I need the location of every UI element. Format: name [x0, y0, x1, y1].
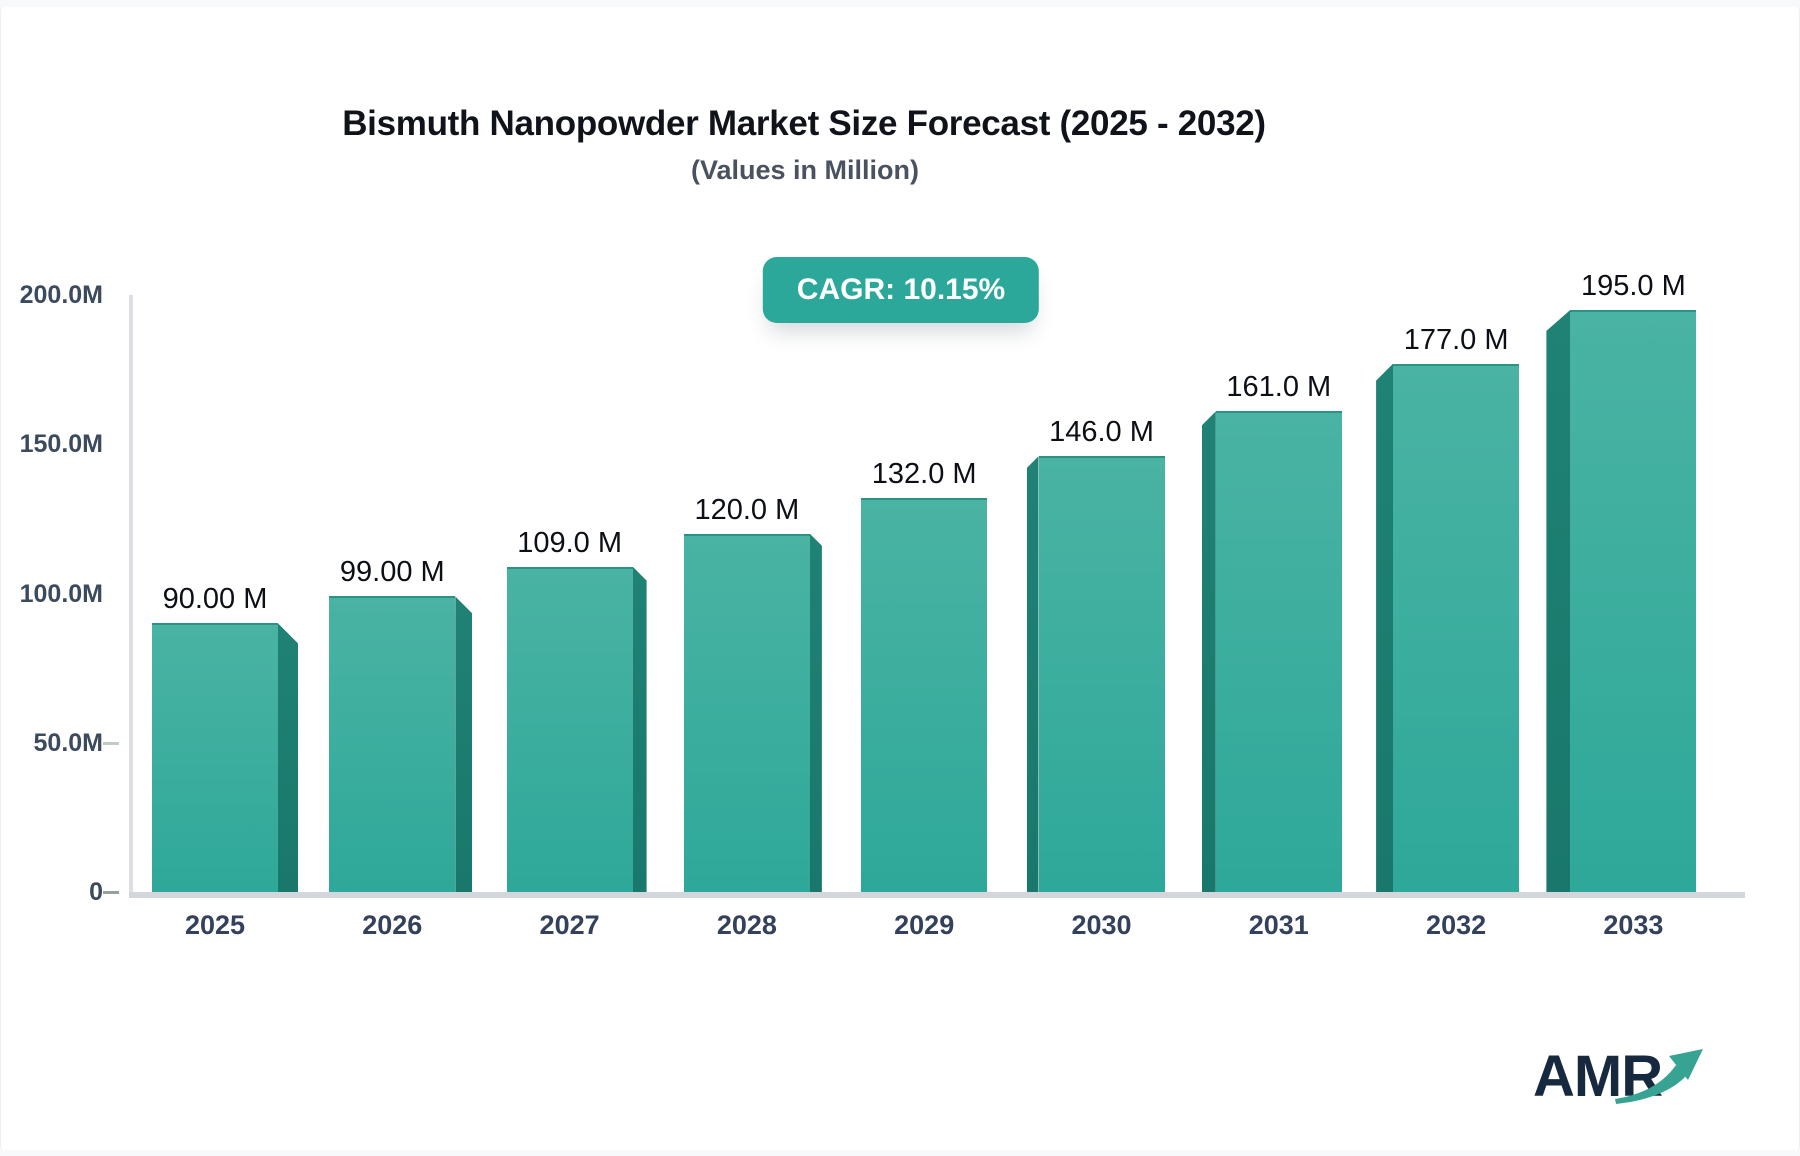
- x-axis-label: 2033: [1603, 910, 1664, 940]
- bar-value-label: 161.0 M: [1226, 371, 1332, 404]
- bar-value-label: 177.0 M: [1403, 323, 1509, 356]
- y-axis-label: 200.0M: [19, 281, 103, 309]
- bar-value-label: 146.0 M: [1049, 416, 1154, 449]
- y-axis-tick: [103, 891, 119, 894]
- bar-side: [1546, 309, 1571, 892]
- growth-arrow-icon: [1615, 1049, 1703, 1104]
- bar-value-label: 90.00 M: [162, 583, 268, 616]
- x-axis-label: 2027: [539, 910, 600, 940]
- bar-value-label: 109.0 M: [517, 526, 622, 559]
- bar: [1570, 309, 1697, 892]
- cagr-badge: CAGR: 10.15%: [762, 257, 1040, 323]
- bar-value-label: 99.00 M: [339, 556, 445, 589]
- x-axis-label: 2030: [1071, 910, 1132, 940]
- bar-value-label: 120.0 M: [694, 493, 800, 526]
- y-axis-line: [129, 295, 133, 892]
- bar-side: [278, 623, 298, 892]
- x-axis-label: 2032: [1426, 910, 1487, 940]
- page-title: Bismuth Nanopowder Market Size Forecast …: [342, 104, 1266, 143]
- bar-side: [1201, 411, 1216, 892]
- x-axis-label: 2028: [716, 910, 777, 940]
- x-axis-label: 2025: [184, 910, 246, 940]
- bar-side: [632, 566, 647, 892]
- bar-side: [809, 533, 822, 892]
- bar-side: [455, 596, 473, 892]
- bar: [1038, 456, 1165, 892]
- x-axis-label: 2031: [1248, 910, 1309, 940]
- bar: [861, 497, 988, 892]
- x-axis-line: [129, 892, 1745, 898]
- bar: [683, 533, 810, 892]
- page-subtitle: (Values in Million): [690, 155, 920, 185]
- x-axis-label: 2029: [894, 910, 955, 940]
- y-axis-label: 0: [89, 878, 103, 906]
- y-axis-label: 100.0M: [19, 579, 103, 608]
- bar: [329, 596, 456, 892]
- bar-side: [1376, 363, 1394, 892]
- chart-card: Bismuth Nanopowder Market Size Forecast …: [0, 7, 1800, 1150]
- bar: [506, 566, 633, 892]
- bar: [1393, 363, 1520, 892]
- bar-value-label: 195.0 M: [1580, 269, 1686, 302]
- bar-value-label: 132.0 M: [871, 457, 977, 490]
- x-axis-label: 2026: [362, 910, 423, 940]
- amr-logo: AMR: [1533, 1043, 1713, 1123]
- bar-side: [1026, 456, 1039, 892]
- y-axis-tick: [103, 741, 119, 745]
- y-axis-label: 50.0M: [33, 728, 103, 757]
- bar: [1215, 411, 1342, 892]
- y-axis-label: 150.0M: [19, 430, 103, 459]
- bar: [152, 623, 278, 892]
